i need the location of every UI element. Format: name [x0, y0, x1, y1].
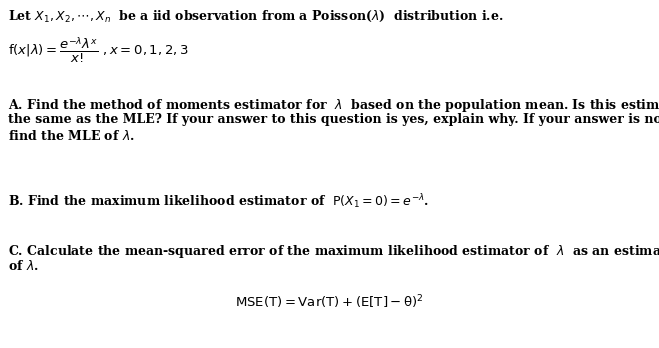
- Text: Let $X_1, X_2, \cdots, X_n$  be a iid observation from a Poisson($\lambda$)  dis: Let $X_1, X_2, \cdots, X_n$ be a iid obs…: [8, 9, 503, 24]
- Text: $\mathrm{f}(x|\lambda) = \dfrac{e^{-\lambda}\lambda^x}{x!}$ $,x = 0,1,2,3$: $\mathrm{f}(x|\lambda) = \dfrac{e^{-\lam…: [8, 36, 188, 65]
- Text: C. Calculate the mean-squared error of the maximum likelihood estimator of  $\la: C. Calculate the mean-squared error of t…: [8, 243, 659, 260]
- Text: of $\lambda$.: of $\lambda$.: [8, 259, 39, 273]
- Text: A. Find the method of moments estimator for  $\lambda$  based on the population : A. Find the method of moments estimator …: [8, 97, 659, 114]
- Text: B. Find the maximum likelihood estimator of  $\mathrm{P}(X_1 = 0) = e^{-\lambda}: B. Find the maximum likelihood estimator…: [8, 192, 429, 210]
- Text: $\mathrm{MSE(T) = Var(T) + (E[T] - \theta)^2}$: $\mathrm{MSE(T) = Var(T) + (E[T] - \thet…: [235, 293, 424, 311]
- Text: the same as the MLE? If your answer to this question is yes, explain why. If you: the same as the MLE? If your answer to t…: [8, 113, 659, 126]
- Text: find the MLE of $\lambda$.: find the MLE of $\lambda$.: [8, 129, 134, 143]
